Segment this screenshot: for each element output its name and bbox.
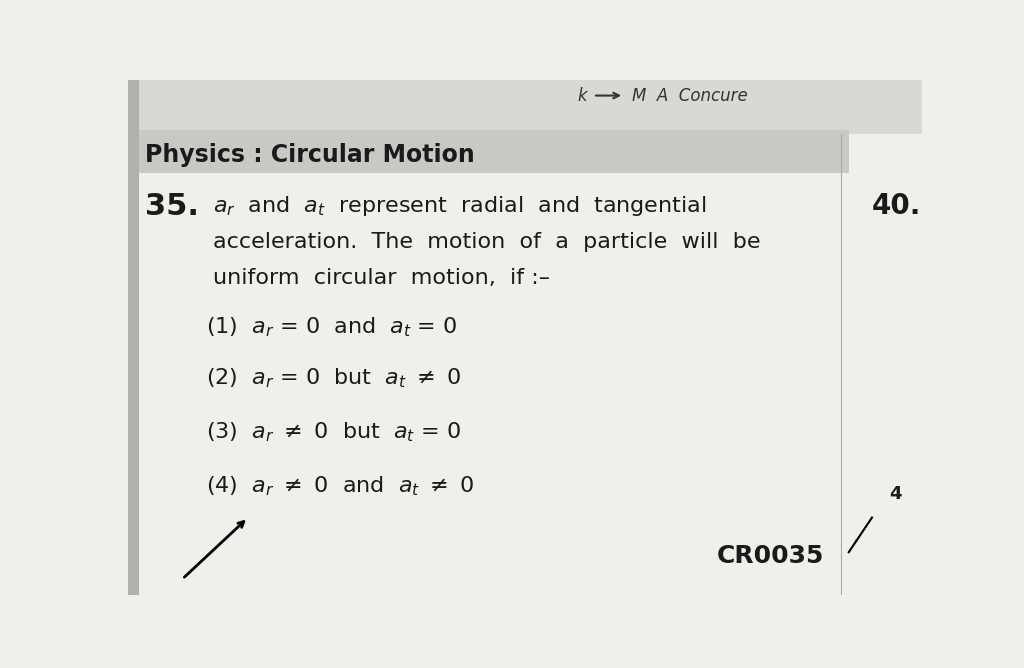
Bar <box>128 80 922 134</box>
Text: k: k <box>578 87 587 105</box>
Text: 4: 4 <box>889 486 901 504</box>
Text: CR0035: CR0035 <box>717 544 824 568</box>
Text: $a_r$  and  $a_t$  represent  radial  and  tangential: $a_r$ and $a_t$ represent radial and tan… <box>213 194 707 218</box>
Text: (2)  $a_r$ = 0  but  $a_t$ $\neq$ 0: (2) $a_r$ = 0 but $a_t$ $\neq$ 0 <box>206 367 461 390</box>
Text: (4)  $a_r$ $\neq$ 0  and  $a_t$ $\neq$ 0: (4) $a_r$ $\neq$ 0 and $a_t$ $\neq$ 0 <box>206 475 474 498</box>
Text: M  A  Concure: M A Concure <box>632 87 748 105</box>
Text: 35.: 35. <box>145 192 199 220</box>
Text: (3)  $a_r$ $\neq$ 0  but  $a_t$ = 0: (3) $a_r$ $\neq$ 0 but $a_t$ = 0 <box>206 421 461 444</box>
Text: Physics : Circular Motion: Physics : Circular Motion <box>145 143 475 167</box>
Bar <box>128 80 139 595</box>
Text: uniform  circular  motion,  if :–: uniform circular motion, if :– <box>213 268 550 288</box>
Text: (1)  $a_r$ = 0  and  $a_t$ = 0: (1) $a_r$ = 0 and $a_t$ = 0 <box>206 315 457 339</box>
Text: 40.: 40. <box>872 192 922 220</box>
Bar <box>128 130 849 172</box>
Bar <box>128 172 922 595</box>
Text: acceleration.  The  motion  of  a  particle  will  be: acceleration. The motion of a particle w… <box>213 232 761 253</box>
